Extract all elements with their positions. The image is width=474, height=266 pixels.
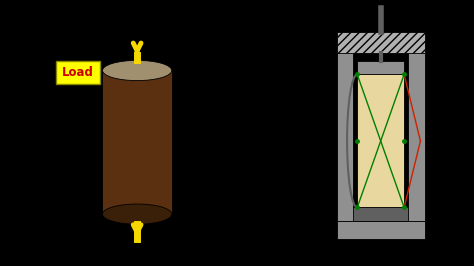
Text: $A$: $A$ <box>274 91 285 103</box>
Polygon shape <box>357 61 404 74</box>
Text: $q_u = \sigma_1 =$: $q_u = \sigma_1 =$ <box>202 68 262 81</box>
Polygon shape <box>345 207 416 221</box>
Text: $1 - \varepsilon$: $1 - \varepsilon$ <box>263 131 297 143</box>
Text: $Load$: $Load$ <box>263 46 297 60</box>
Polygon shape <box>357 74 404 207</box>
Text: Load: Load <box>62 66 94 79</box>
Polygon shape <box>337 48 353 221</box>
Ellipse shape <box>102 60 172 81</box>
Ellipse shape <box>102 204 172 224</box>
Polygon shape <box>337 32 425 53</box>
Text: Unconfined compression test: Unconfined compression test <box>112 11 362 26</box>
Polygon shape <box>408 48 425 221</box>
Text: Strain rate = 1-
2%/min.: Strain rate = 1- 2%/min. <box>157 223 255 245</box>
Polygon shape <box>102 70 172 214</box>
Polygon shape <box>337 221 425 239</box>
Text: $\sigma_3 = \mathbf{0}$: $\sigma_3 = \mathbf{0}$ <box>207 138 246 152</box>
FancyBboxPatch shape <box>55 61 100 84</box>
